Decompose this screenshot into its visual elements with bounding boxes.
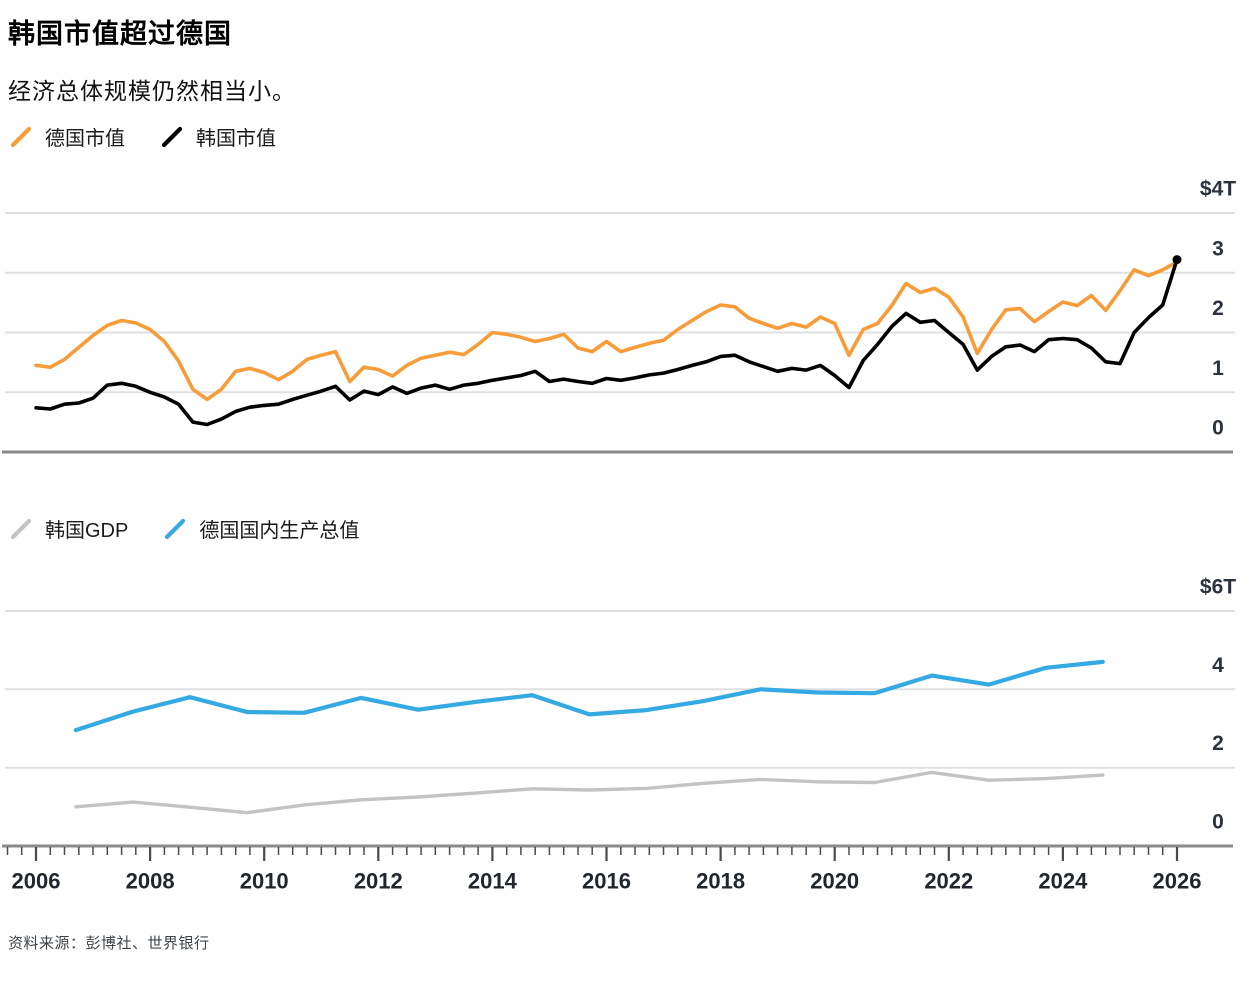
legend-market-cap: 德国市值 韩国市值 [10, 122, 276, 151]
korea-gdp-swatch-icon [10, 518, 32, 539]
korea-market-cap-end-dot [1172, 255, 1182, 265]
korea-gdp-line [74, 770, 1105, 815]
germany-market-cap-line [34, 260, 1179, 402]
y-axis-label: 3 [1212, 237, 1224, 260]
x-axis-label: 2012 [354, 869, 403, 894]
x-axis-label: 2016 [582, 869, 631, 894]
legend-label: 德国市值 [45, 128, 125, 150]
legend-label: 德国国内生产总值 [199, 520, 360, 542]
y-axis-label: 0 [1212, 811, 1224, 834]
page-subtitle: 经济总体规模仍然相当小。 [8, 78, 296, 104]
x-axis-label: 2010 [240, 869, 289, 894]
x-axis-label: 2024 [1038, 869, 1088, 894]
legend-label: 韩国GDP [45, 520, 129, 542]
x-axis-label: 2020 [810, 869, 859, 894]
y-axis-label: $4T [1200, 178, 1236, 201]
y-axis-label: 4 [1212, 654, 1224, 677]
legend-item-germany-gdp: 德国国内生产总值 [164, 514, 359, 543]
legend-item-germany-market-cap: 德国市值 [10, 122, 125, 151]
y-axis-label: 0 [1212, 417, 1224, 440]
page-title: 韩国市值超过德国 [8, 19, 232, 49]
x-axis-label: 2006 [12, 869, 61, 894]
y-axis-label: 1 [1212, 357, 1224, 380]
x-axis-label: 2026 [1153, 869, 1202, 894]
market-cap-chart: $4T 3 2 1 0 [2, 178, 1236, 454]
x-axis-label: 2018 [696, 869, 745, 894]
x-axis-label: 2014 [468, 869, 518, 894]
korea-market-cap-line [34, 257, 1179, 427]
y-axis-label: 2 [1212, 297, 1224, 320]
gdp-chart: $6T 4 2 0 [2, 576, 1236, 848]
germany-market-cap-swatch-icon [10, 126, 32, 147]
legend-label: 韩国市值 [196, 128, 276, 150]
legend-item-korea-gdp: 韩国GDP [10, 514, 128, 543]
legend-gdp: 韩国GDP 德国国内生产总值 [10, 514, 359, 543]
y-axis-label: $6T [1200, 576, 1236, 599]
germany-gdp-line [73, 659, 1105, 733]
legend-item-korea-market-cap: 韩国市值 [161, 122, 276, 151]
korea-market-cap-swatch-icon [161, 126, 183, 147]
source-note: 资料来源：彭博社、世界银行 [8, 935, 210, 952]
germany-gdp-swatch-icon [165, 518, 186, 539]
y-axis-label: 2 [1212, 732, 1224, 755]
x-axis-label: 2022 [924, 869, 973, 894]
x-axis-label: 2008 [126, 869, 175, 894]
